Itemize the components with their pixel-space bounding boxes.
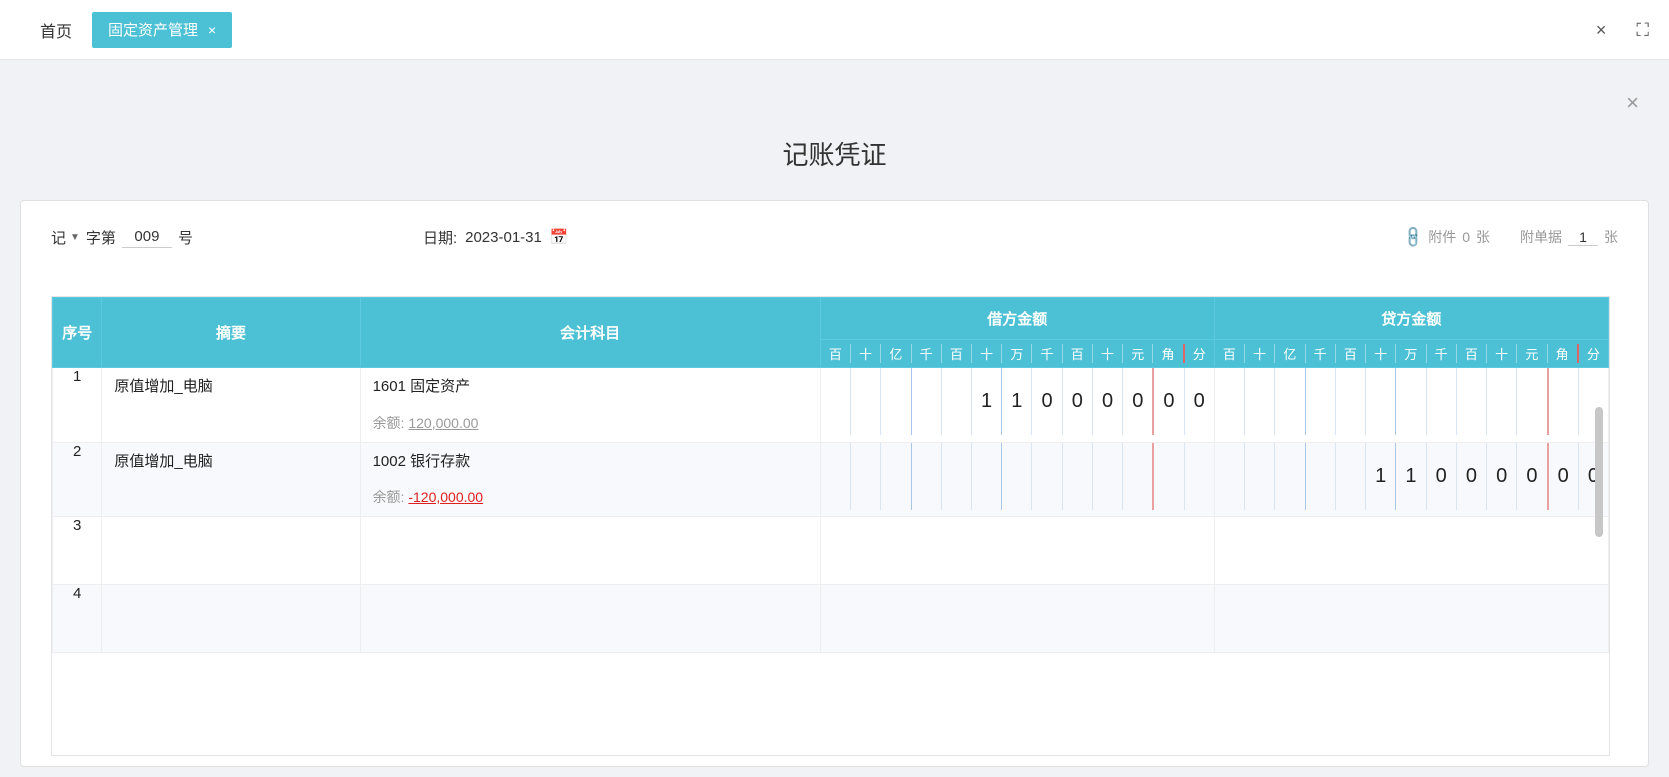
modal-title: 记账凭证: [0, 135, 1669, 172]
voucher-controls-row: 记 ▼ 字第 号 日期: 2023-01-31 📅 🔗 附件 0 张: [21, 201, 1648, 268]
row2-summary: 原值增加_电脑: [102, 442, 360, 517]
col-header-subject[interactable]: 会计科目: [360, 298, 820, 368]
debit-digit-labels: 百 十 亿 千 百 十 万 千 百 十 元 角: [821, 344, 1214, 363]
window-close-icon[interactable]: ×: [1596, 20, 1607, 41]
col-header-debit[interactable]: 借方金额: [820, 298, 1214, 340]
col-header-seq[interactable]: 序号: [53, 298, 102, 368]
col-header-summary[interactable]: 摘要: [102, 298, 360, 368]
row3-debit-amount[interactable]: [820, 517, 1214, 585]
col-header-credit[interactable]: 贷方金额: [1214, 298, 1608, 340]
row4-subject: [360, 585, 820, 653]
entry-type-dropdown[interactable]: 记 ▼: [51, 227, 80, 248]
modal-close-icon[interactable]: ×: [1626, 90, 1639, 116]
calendar-icon[interactable]: 📅: [550, 228, 569, 246]
attachment-info[interactable]: 🔗 附件 0 张: [1404, 227, 1490, 247]
row4-credit-amount[interactable]: [1214, 585, 1608, 653]
voucher-table-wrap[interactable]: 序号 摘要 会计科目 借方金额 贷方金额 百 十 亿 千: [51, 296, 1610, 756]
voucher-panel: 记 ▼ 字第 号 日期: 2023-01-31 📅 🔗 附件 0 张: [20, 200, 1649, 767]
table-row[interactable]: 3: [53, 517, 1609, 585]
row1-debit-amount[interactable]: 1 1 0 0 0 0 0 0: [820, 368, 1214, 443]
row2-debit-digit-grid: [821, 443, 1214, 517]
date-value[interactable]: 2023-01-31: [465, 229, 542, 246]
credit-digit-grid-header: 百 十 亿 千 百 十 万 千 百 十 元 角: [1214, 340, 1608, 368]
row3-subject: [360, 517, 820, 585]
row1-credit-amount[interactable]: [1214, 368, 1608, 443]
fullscreen-icon[interactable]: ⛶: [1636, 20, 1649, 41]
row4-seq: 4: [53, 585, 102, 653]
voucher-modal-overlay: × 记账凭证 记 ▼ 字第 号 日期: 2023-01-31 📅 🔗: [0, 60, 1669, 777]
row2-balance: 余额: -120,000.00: [373, 487, 808, 508]
table-row[interactable]: 2 原值增加_电脑 1002 银行存款 余额: -120,000.00: [53, 442, 1609, 517]
debit-digit-grid-header: 百 十 亿 千 百 十 万 千 百 十 元 角: [820, 340, 1214, 368]
tab-close-icon[interactable]: ×: [208, 22, 216, 38]
row4-summary: [102, 585, 360, 653]
credit-digit-labels: 百 十 亿 千 百 十 万 千 百 十 元 角: [1215, 344, 1608, 363]
tab-home[interactable]: 首页: [20, 0, 92, 59]
row3-credit-amount[interactable]: [1214, 517, 1608, 585]
top-tab-bar: 首页 固定资产管理 × × ⛶: [0, 0, 1669, 60]
row2-subject: 1002 银行存款 余额: -120,000.00: [360, 442, 820, 517]
chevron-down-icon: ▼: [70, 232, 80, 243]
attach-group: 🔗 附件 0 张 附单据 张: [1404, 227, 1618, 247]
voucher-type-group: 记 ▼ 字第 号: [51, 226, 193, 248]
document-info[interactable]: 附单据 张: [1520, 227, 1618, 247]
row2-seq: 2: [53, 442, 102, 517]
link-icon: 🔗: [1400, 224, 1426, 250]
row1-summary: 原值增加_电脑: [102, 368, 360, 443]
document-count-input[interactable]: [1568, 229, 1598, 246]
row4-debit-amount[interactable]: [820, 585, 1214, 653]
table-row[interactable]: 1 原值增加_电脑 1601 固定资产 余额: 120,000.00: [53, 368, 1609, 443]
voucher-entries-table[interactable]: 序号 摘要 会计科目 借方金额 贷方金额 百 十 亿 千: [52, 297, 1609, 653]
row1-balance: 余额: 120,000.00: [373, 413, 808, 434]
top-right-icon-group: × ⛶: [1596, 0, 1649, 60]
tab-fixed-asset-management[interactable]: 固定资产管理 ×: [92, 12, 232, 48]
row3-summary: [102, 517, 360, 585]
row1-debit-digit-grid: 1 1 0 0 0 0 0 0: [821, 368, 1214, 442]
row1-credit-digit-grid: [1215, 368, 1608, 442]
row2-debit-amount[interactable]: [820, 442, 1214, 517]
date-group: 日期: 2023-01-31 📅: [423, 227, 569, 248]
row2-credit-digit-grid: 1 1 0 0 0 0 0 0: [1215, 443, 1608, 517]
row1-subject: 1601 固定资产 余额: 120,000.00: [360, 368, 820, 443]
row3-seq: 3: [53, 517, 102, 585]
table-row[interactable]: 4: [53, 585, 1609, 653]
row1-seq: 1: [53, 368, 102, 443]
voucher-number-input[interactable]: [122, 226, 172, 248]
row2-credit-amount[interactable]: 1 1 0 0 0 0 0 0: [1214, 442, 1608, 517]
table-vertical-scrollbar[interactable]: [1595, 407, 1603, 537]
